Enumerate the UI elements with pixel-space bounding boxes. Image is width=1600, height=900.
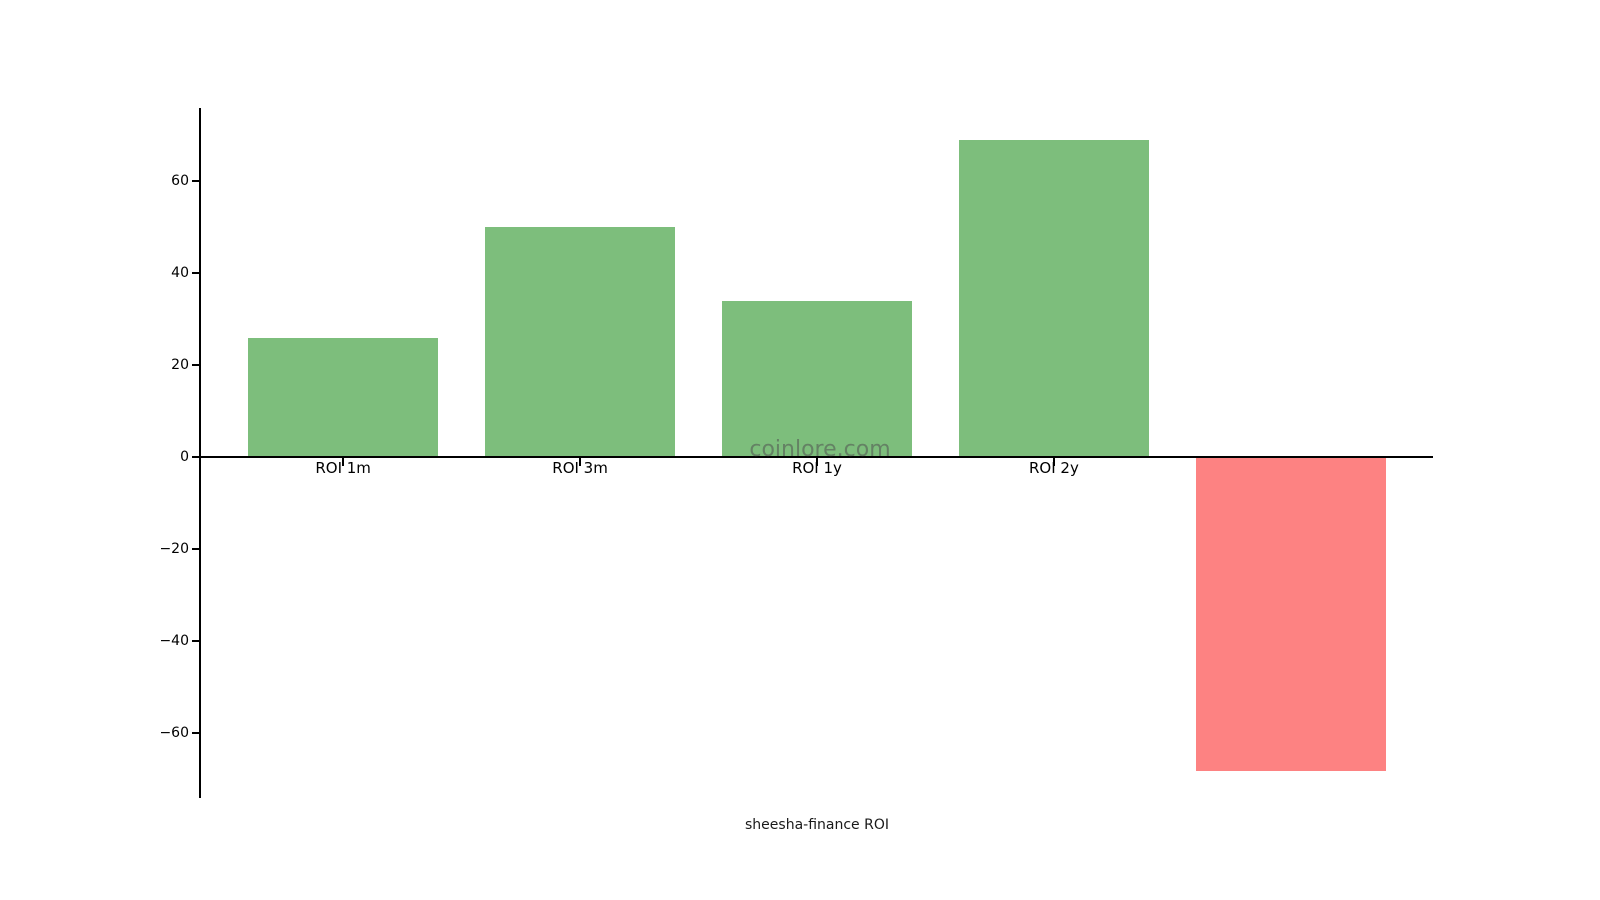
x-tick-mark [1053,457,1055,467]
bar-roi-3m [485,227,675,458]
bar-roi-1m [248,337,438,458]
y-tick-label: −20 [159,541,189,558]
y-tick-label: 40 [171,265,189,282]
x-tick-mark [579,457,581,467]
y-tick-label: −40 [159,633,189,650]
watermark-coinlore: coinlore.com [749,437,891,462]
y-tick-label: −60 [159,725,189,742]
x-tick-label: ROI 1y [792,459,842,478]
x-tick-label: ROI 3m [552,459,608,478]
bar-roi-1y [722,300,912,458]
x-tick-label: ROI 2y [1029,459,1079,478]
x-axis-zero-line [199,456,1433,458]
bar-roi-2y [959,139,1149,458]
y-tick-label: 60 [171,173,189,190]
x-tick-mark [342,457,344,467]
y-tick-label: 20 [171,357,189,374]
y-tick-mark [192,180,200,182]
y-tick-mark [192,456,200,458]
x-tick-mark [816,457,818,467]
y-tick-mark [192,640,200,642]
y-axis-line [199,108,201,798]
y-tick-mark [192,732,200,734]
y-tick-mark [192,548,200,550]
x-tick-label: ROI 1m [315,459,371,478]
y-tick-mark [192,272,200,274]
bar-unlabeled [1196,457,1386,771]
y-tick-mark [192,364,200,366]
y-tick-label: 0 [180,449,189,466]
chart-title: sheesha-finance ROI [745,817,889,833]
